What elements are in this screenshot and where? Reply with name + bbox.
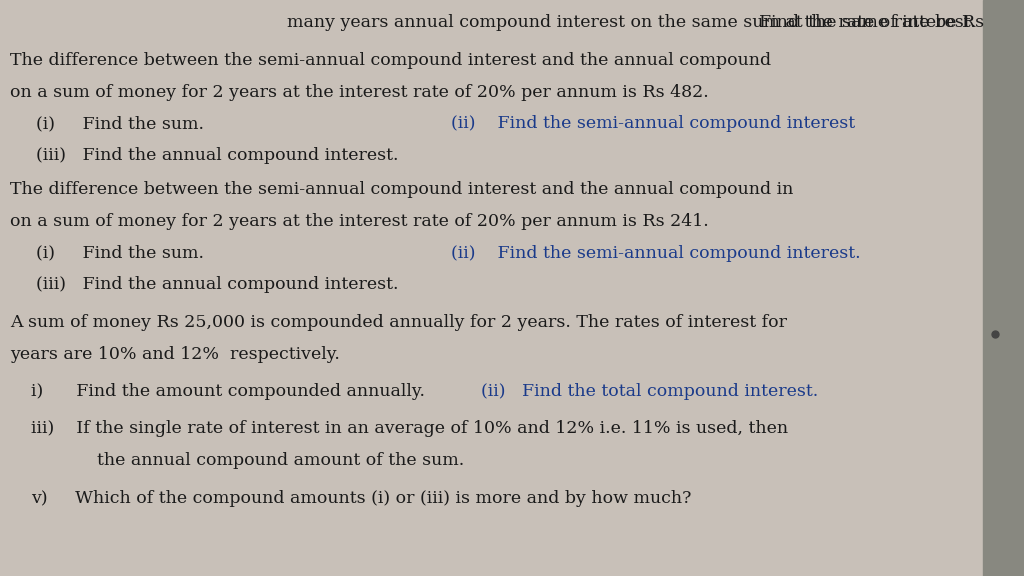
Bar bbox=[983, 0, 1024, 576]
Text: Find the rate of interest.: Find the rate of interest. bbox=[737, 14, 977, 32]
Text: iii)    If the single rate of interest in an average of 10% and 12% i.e. 11% is : iii) If the single rate of interest in a… bbox=[31, 420, 787, 438]
Text: on a sum of money for 2 years at the interest rate of 20% per annum is Rs 241.: on a sum of money for 2 years at the int… bbox=[10, 213, 709, 230]
Text: on a sum of money for 2 years at the interest rate of 20% per annum is Rs 482.: on a sum of money for 2 years at the int… bbox=[10, 84, 709, 101]
Text: years are 10% and 12%  respectively.: years are 10% and 12% respectively. bbox=[10, 346, 340, 363]
Text: The difference between the semi-annual compound interest and the annual compound: The difference between the semi-annual c… bbox=[10, 52, 771, 69]
Text: A sum of money Rs 25,000 is compounded annually for 2 years. The rates of intere: A sum of money Rs 25,000 is compounded a… bbox=[10, 314, 787, 331]
Text: (iii)   Find the annual compound interest.: (iii) Find the annual compound interest. bbox=[36, 147, 398, 164]
Text: the annual compound amount of the sum.: the annual compound amount of the sum. bbox=[97, 452, 465, 469]
Text: (i)     Find the sum.: (i) Find the sum. bbox=[36, 245, 204, 262]
Text: i)      Find the amount compounded annually.: i) Find the amount compounded annually. bbox=[31, 383, 425, 400]
Text: v)     Which of the compound amounts (i) or (iii) is more and by how much?: v) Which of the compound amounts (i) or … bbox=[31, 490, 691, 507]
Text: (ii)    Find the semi-annual compound interest: (ii) Find the semi-annual compound inter… bbox=[451, 115, 855, 132]
Text: (ii)    Find the semi-annual compound interest.: (ii) Find the semi-annual compound inter… bbox=[451, 245, 860, 262]
Text: (ii)   Find the total compound interest.: (ii) Find the total compound interest. bbox=[481, 383, 818, 400]
Text: (iii)   Find the annual compound interest.: (iii) Find the annual compound interest. bbox=[36, 276, 398, 294]
Text: The difference between the semi-annual compound interest and the annual compound: The difference between the semi-annual c… bbox=[10, 181, 794, 199]
Text: (i)     Find the sum.: (i) Find the sum. bbox=[36, 115, 204, 132]
Text: many years annual compound interest on the same sum at the same rate be Rs: many years annual compound interest on t… bbox=[287, 14, 984, 32]
